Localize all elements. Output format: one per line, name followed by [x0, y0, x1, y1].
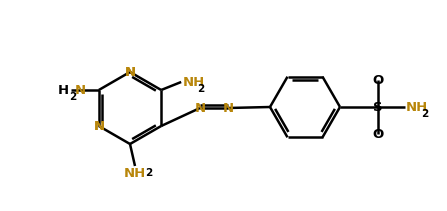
Text: O: O — [372, 127, 384, 141]
Text: 2: 2 — [421, 109, 428, 119]
Text: N: N — [223, 101, 234, 115]
Text: NH: NH — [183, 76, 206, 88]
Bar — [194, 103, 206, 113]
Bar — [372, 129, 384, 139]
Text: 2: 2 — [197, 84, 204, 94]
Text: N: N — [93, 119, 105, 133]
Text: N: N — [93, 119, 105, 133]
Text: NH: NH — [406, 100, 428, 114]
Text: N: N — [124, 65, 135, 78]
Bar — [223, 103, 233, 113]
Text: H: H — [58, 84, 69, 96]
Bar — [94, 121, 104, 131]
Text: N: N — [75, 84, 86, 96]
Text: 2: 2 — [69, 92, 76, 101]
Bar — [372, 102, 384, 112]
Text: 2: 2 — [145, 168, 152, 178]
Bar — [125, 67, 135, 77]
Text: N: N — [194, 101, 206, 115]
Text: N: N — [124, 65, 135, 78]
Text: NH: NH — [124, 167, 146, 180]
Text: S: S — [373, 100, 383, 114]
Text: O: O — [372, 73, 384, 87]
Bar — [372, 75, 384, 85]
